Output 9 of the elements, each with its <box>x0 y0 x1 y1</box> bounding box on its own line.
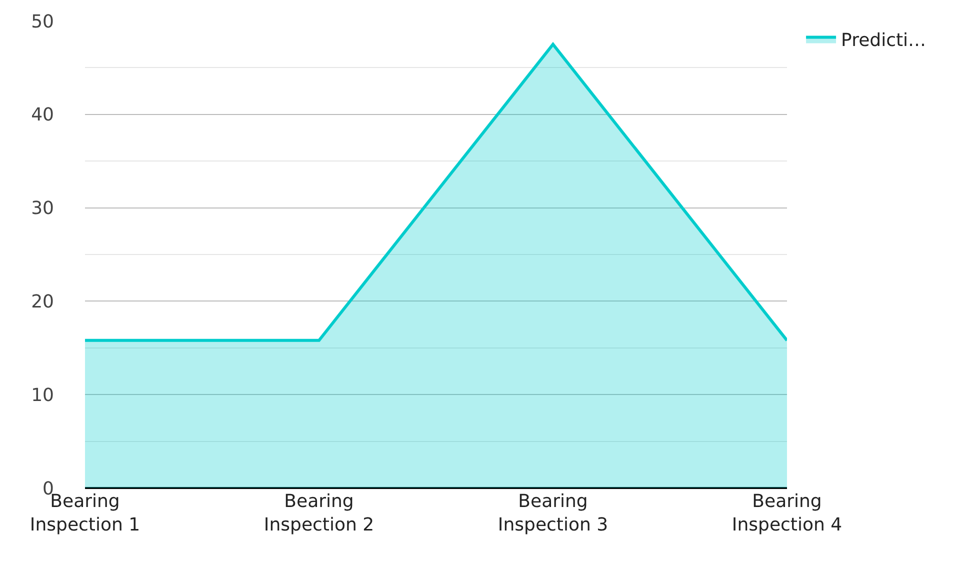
y-tick-label: 10 <box>31 384 54 406</box>
y-tick-label: 50 <box>31 11 54 32</box>
x-tick-label: Bearing Inspection 2 <box>264 491 374 536</box>
x-tick-label: Bearing Inspection 3 <box>498 491 608 536</box>
y-tick-label: 30 <box>31 198 54 220</box>
x-tick-label: Bearing Inspection 4 <box>732 491 842 536</box>
y-tick-label: 40 <box>31 104 54 126</box>
legend-label: Predicti… <box>841 30 926 52</box>
y-tick-label: 20 <box>31 292 54 312</box>
